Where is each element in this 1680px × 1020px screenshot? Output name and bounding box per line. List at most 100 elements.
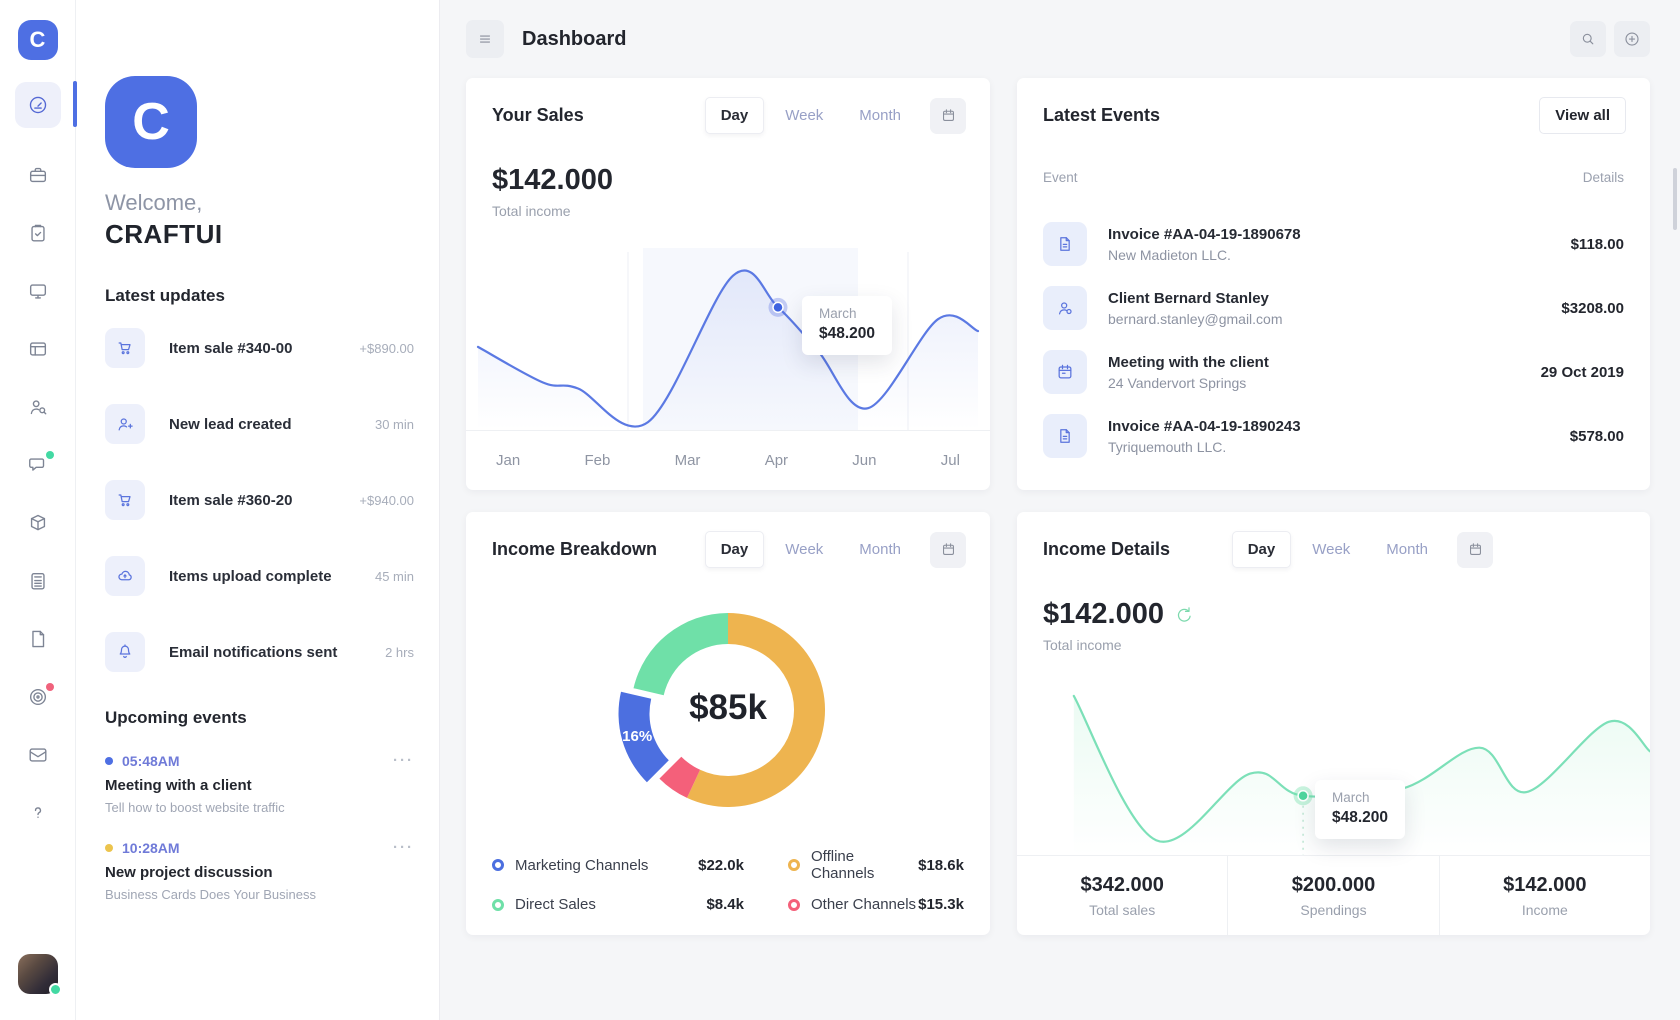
rail-item-products[interactable]	[26, 512, 50, 534]
rail-item-mail[interactable]	[26, 744, 50, 766]
tooltip-value: $48.200	[819, 325, 876, 342]
event-row-subtitle: 24 Vandervort Springs	[1108, 374, 1247, 391]
event-title: Meeting with a client	[105, 777, 252, 794]
tab-month[interactable]: Month	[1386, 541, 1428, 558]
legend-value: $15.3k	[918, 896, 964, 913]
update-meta: 2 hrs	[385, 644, 414, 660]
total-income-value: $142.000	[492, 164, 613, 196]
active-indicator	[73, 81, 77, 127]
total-income-label: Total income	[492, 203, 571, 219]
menu-button[interactable]	[466, 20, 504, 58]
scrollbar-thumb[interactable]	[1673, 168, 1677, 230]
total-income-label: Total income	[1043, 637, 1122, 653]
table-row[interactable]: Invoice #AA-04-19-1890678 New Madieton L…	[1043, 212, 1624, 276]
rail-item-accounting[interactable]	[26, 570, 50, 592]
latest-events-card: Latest Events View all Event Details Inv…	[1017, 78, 1650, 490]
bell-icon	[105, 632, 145, 672]
rail-item-tasks[interactable]	[26, 222, 50, 244]
total-income-value: $142.000	[1043, 598, 1164, 630]
legend-label: Marketing Channels	[515, 856, 649, 874]
search-button[interactable]	[1570, 21, 1606, 57]
calendar-button[interactable]	[930, 97, 966, 134]
invoice-icon	[1043, 222, 1087, 266]
rail-item-devices[interactable]	[26, 280, 50, 302]
rail-item-projects[interactable]	[26, 164, 50, 186]
update-item[interactable]: Item sale #360-20 +$940.00	[105, 480, 414, 520]
tab-day[interactable]: Day	[1231, 531, 1292, 568]
upcoming-event[interactable]: 05:48AM ··· Meeting with a client Tell h…	[105, 752, 414, 815]
update-meta: +$940.00	[359, 492, 414, 508]
svg-text:16%: 16%	[622, 728, 652, 745]
tab-month[interactable]: Month	[859, 541, 901, 558]
app-logo[interactable]: C	[17, 20, 58, 60]
legend-item: Marketing Channels $22.0k	[492, 848, 744, 882]
table-row[interactable]: Client Bernard Stanley bernard.stanley@g…	[1043, 276, 1624, 340]
undo-arrow-icon[interactable]	[1174, 605, 1194, 625]
card-title: Latest Events	[1043, 105, 1161, 125]
calendar-button[interactable]	[1457, 531, 1493, 568]
event-dot	[105, 843, 113, 852]
tab-week[interactable]: Week	[785, 107, 824, 124]
tab-week[interactable]: Week	[785, 541, 824, 558]
event-row-title: Invoice #AA-04-19-1890678	[1108, 225, 1301, 243]
events-table: Invoice #AA-04-19-1890678 New Madieton L…	[1043, 212, 1624, 468]
updates-list: Item sale #340-00 +$890.00 New lead crea…	[105, 328, 414, 672]
table-row[interactable]: Invoice #AA-04-19-1890243 Tyriquemouth L…	[1043, 404, 1624, 468]
income-details-card: Income Details Day Week Month $142.000	[1017, 512, 1650, 935]
rail-item-leads[interactable]	[26, 396, 50, 418]
add-button[interactable]	[1614, 21, 1650, 57]
meeting-calendar-icon	[1043, 350, 1087, 394]
stat-value: $200.000	[1291, 873, 1376, 896]
update-item[interactable]: Email notifications sent 2 hrs	[105, 632, 414, 672]
online-status-dot	[48, 983, 62, 996]
briefcase-icon	[29, 167, 46, 183]
view-all-button[interactable]: View all	[1539, 97, 1626, 134]
update-item[interactable]: Item sale #340-00 +$890.00	[105, 328, 414, 368]
cart-icon	[105, 480, 145, 520]
your-sales-card: Your Sales Day Week Month $142.000 Total…	[466, 78, 990, 490]
chat-icon	[28, 458, 44, 471]
tab-month[interactable]: Month	[859, 107, 901, 124]
update-title: Email notifications sent	[169, 643, 338, 661]
rail-item-dashboard[interactable]	[14, 82, 61, 128]
cart-icon	[105, 328, 145, 368]
upcoming-event[interactable]: 10:28AM ··· New project discussion Busin…	[105, 839, 414, 902]
card-table-icon	[29, 342, 46, 356]
axis-label: Mar	[674, 452, 701, 469]
tab-day[interactable]: Day	[704, 531, 765, 568]
tooltip-value: $48.200	[1332, 809, 1389, 826]
legend-item: Offline Channels $18.6k	[788, 848, 964, 882]
event-subtitle: Tell how to boost website traffic	[105, 800, 285, 815]
stat-total-sales: $342.000 Total sales	[1017, 856, 1227, 935]
rail-item-messages[interactable]	[26, 451, 54, 476]
event-row-value: $578.00	[1569, 427, 1624, 445]
more-menu-icon[interactable]: ···	[393, 752, 414, 769]
legend-dot-orange	[788, 859, 800, 871]
calendar-button[interactable]	[930, 531, 966, 568]
rail-item-help[interactable]	[26, 802, 50, 824]
rail-item-notes[interactable]	[26, 628, 50, 650]
calculator-icon	[30, 572, 45, 590]
chart-tooltip: March $48.200	[802, 296, 893, 355]
update-title: New lead created	[169, 415, 292, 433]
rail-item-billing[interactable]	[26, 338, 50, 360]
table-row[interactable]: Meeting with the client 24 Vandervort Sp…	[1043, 340, 1624, 404]
update-title: Items upload complete	[169, 567, 332, 585]
donut-chart[interactable]: 16%	[466, 576, 990, 854]
brand-logo[interactable]: C	[105, 76, 197, 168]
rail-item-targets[interactable]	[26, 683, 54, 708]
tab-week[interactable]: Week	[1312, 541, 1351, 558]
more-menu-icon[interactable]: ···	[393, 839, 414, 856]
update-title: Item sale #360-20	[169, 491, 293, 509]
user-avatar[interactable]	[17, 954, 62, 996]
mail-icon	[29, 748, 46, 762]
tooltip-label: March	[819, 306, 857, 321]
legend-value: $8.4k	[706, 896, 744, 913]
update-item[interactable]: New lead created 30 min	[105, 404, 414, 444]
sales-line-chart[interactable]	[466, 248, 990, 430]
question-icon	[34, 807, 41, 818]
update-item[interactable]: Items upload complete 45 min	[105, 556, 414, 596]
event-row-subtitle: bernard.stanley@gmail.com	[1108, 310, 1283, 327]
legend-value: $22.0k	[698, 856, 744, 874]
tab-day[interactable]: Day	[704, 97, 765, 134]
